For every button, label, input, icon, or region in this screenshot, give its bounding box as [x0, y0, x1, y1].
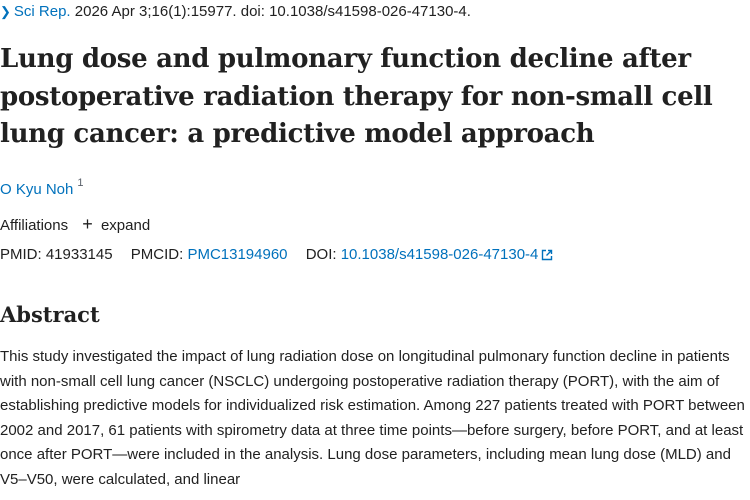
- abstract-text: This study investigated the impact of lu…: [0, 348, 745, 488]
- affiliation-ref[interactable]: 1: [77, 177, 84, 189]
- expand-link[interactable]: expand: [100, 217, 151, 234]
- abstract-heading: Abstract: [0, 302, 100, 327]
- external-link-icon: [542, 249, 553, 261]
- affiliations-label: Affiliations: [0, 217, 69, 234]
- doi-label: DOI:: [305, 246, 337, 263]
- identifiers: PMID: 41933145 PMCID: PMC13194960 DOI: 1…: [0, 246, 553, 263]
- pmcid-label: PMCID:: [130, 246, 184, 263]
- pmcid-link[interactable]: PMC13194960: [187, 246, 288, 263]
- article-title: Lung dose and pulmonary function decline…: [0, 44, 713, 149]
- affiliations-toggle[interactable]: Affiliations + expand: [0, 214, 151, 234]
- author-list: O Kyu Noh 1: [0, 177, 84, 198]
- doi-link[interactable]: 10.1038/s41598-026-47130-4: [341, 246, 554, 263]
- citation-details: 2026 Apr 3;16(1):15977. doi: 10.1038/s41…: [74, 3, 471, 20]
- doi-value: 10.1038/s41598-026-47130-4: [340, 246, 539, 263]
- pmid-value: 41933145: [45, 246, 113, 263]
- author-link[interactable]: O Kyu Noh: [0, 181, 74, 198]
- pmid-label: PMID:: [0, 246, 42, 263]
- journal-link[interactable]: Sci Rep.: [13, 3, 71, 20]
- plus-icon[interactable]: +: [82, 214, 93, 234]
- citation-line: ❯ Sci Rep. 2026 Apr 3;16(1):15977. doi: 1…: [0, 3, 471, 20]
- chevron-right-icon[interactable]: ❯: [0, 4, 11, 19]
